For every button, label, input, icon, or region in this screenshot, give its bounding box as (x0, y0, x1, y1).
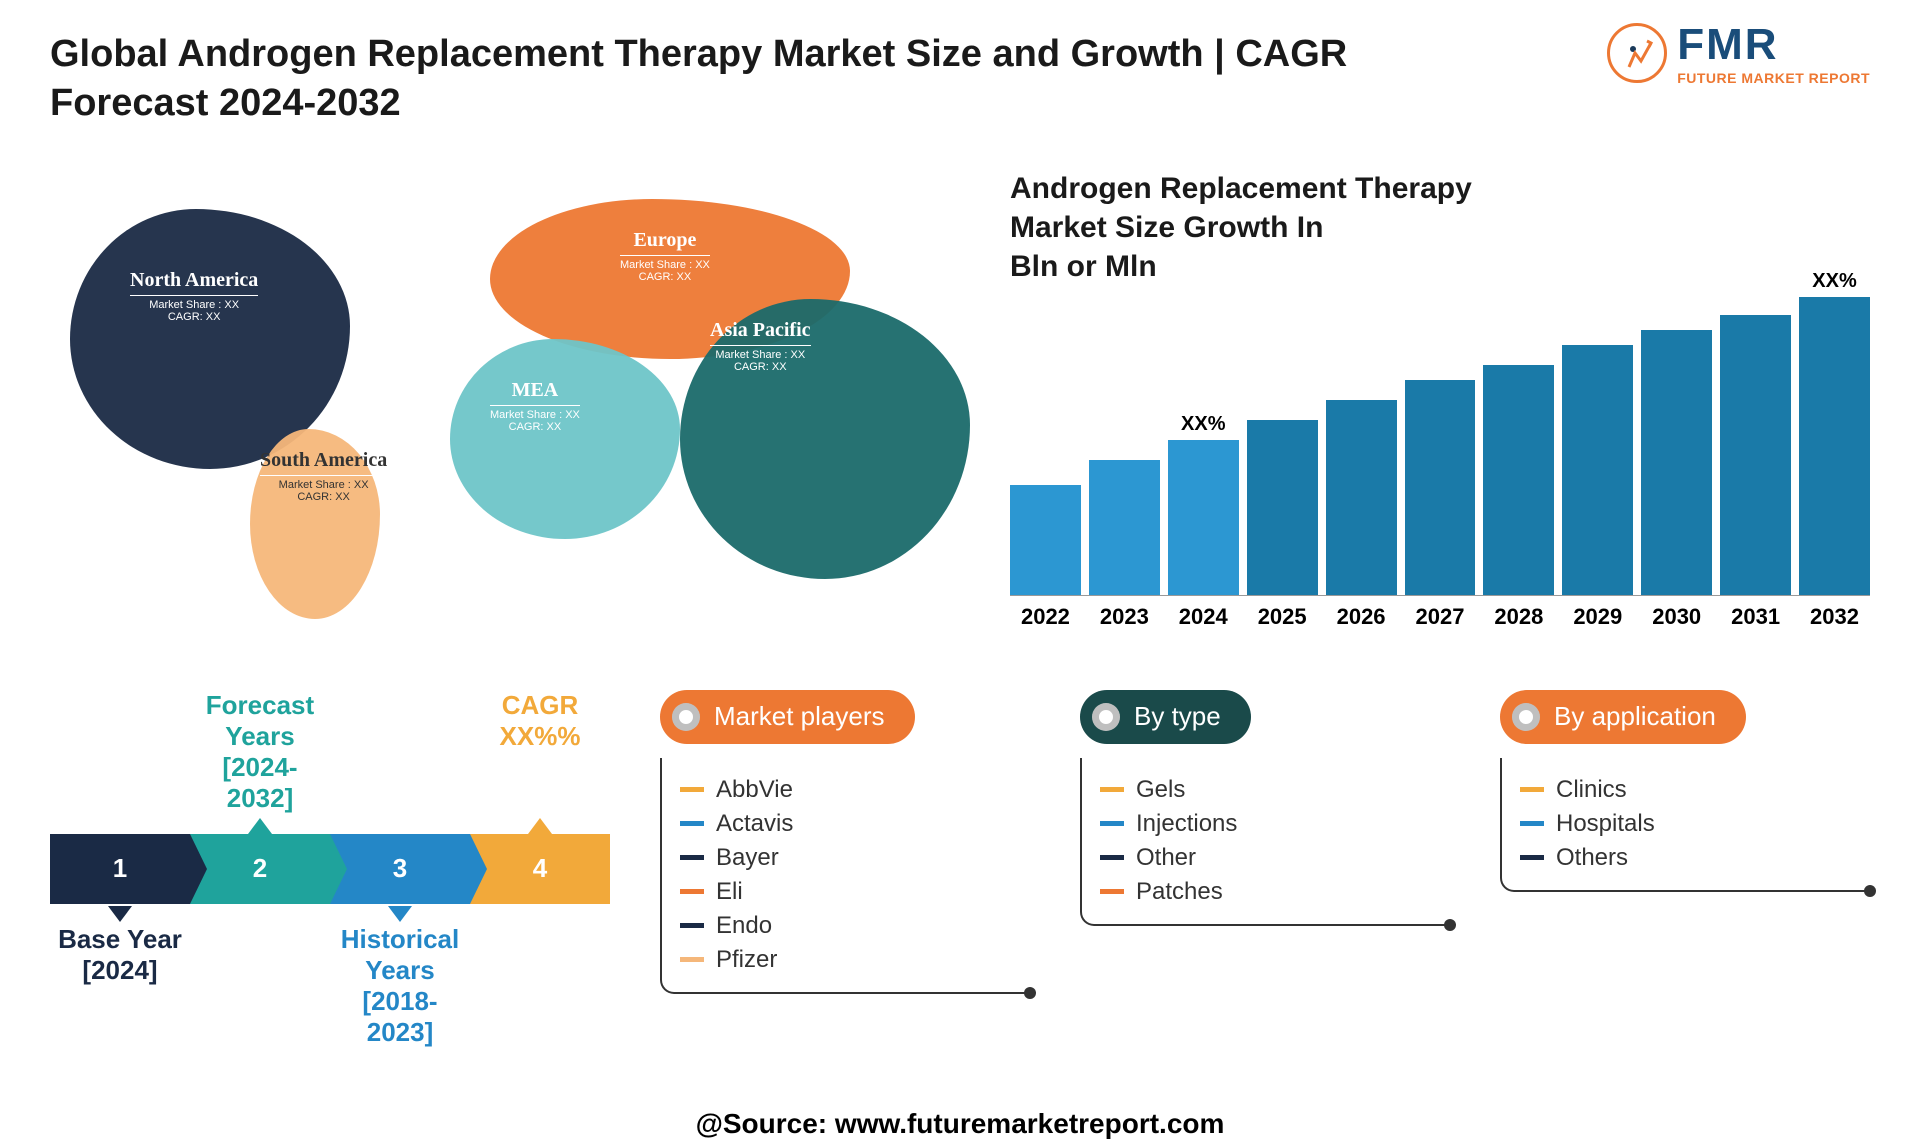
triangle-down-icon (108, 906, 132, 922)
x-label: 2030 (1641, 604, 1712, 630)
x-label: 2027 (1405, 604, 1476, 630)
logo: FMR FUTURE MARKET REPORT (1607, 20, 1870, 86)
list-market-players: Market players AbbVie Actavis Bayer Eli Endo P… (660, 690, 1030, 1048)
list-item: Bayer (680, 844, 1016, 872)
timeline-historical-label: Historical Years [2018-2023] (330, 924, 470, 1048)
x-label: 2029 (1562, 604, 1633, 630)
x-label: 2031 (1720, 604, 1791, 630)
timeline-forecast-label: Forecast Years [2024-2032] (190, 690, 330, 814)
triangle-up-icon (248, 818, 272, 834)
source-text: @Source: www.futuremarketreport.com (50, 1108, 1870, 1140)
list-item: AbbVie (680, 776, 1016, 804)
x-label: 2024 (1168, 604, 1239, 630)
logo-main-text: FMR (1677, 20, 1870, 70)
x-label: 2023 (1089, 604, 1160, 630)
bar-2031 (1720, 315, 1791, 595)
x-label: 2028 (1483, 604, 1554, 630)
list-item: Others (1520, 844, 1856, 872)
bar-2024: XX% (1168, 413, 1239, 595)
list-item: Pfizer (680, 946, 1016, 974)
bar-2030 (1641, 330, 1712, 595)
chart-title-l2: Market Size Growth In (1010, 208, 1870, 247)
list-item: Hospitals (1520, 810, 1856, 838)
list-item: Other (1100, 844, 1436, 872)
list-item: Patches (1100, 878, 1436, 906)
bar-2029 (1562, 345, 1633, 595)
bar-2028 (1483, 365, 1554, 595)
bar-2025 (1247, 420, 1318, 595)
category-pill: Market players (660, 690, 915, 744)
region-south-america: South AmericaMarket Share : XXCAGR: XX (250, 429, 380, 619)
x-label: 2032 (1799, 604, 1870, 630)
list-item: Gels (1100, 776, 1436, 804)
bar-2022 (1010, 485, 1081, 595)
triangle-down-icon (388, 906, 412, 922)
list-item: Injections (1100, 810, 1436, 838)
timeline-segment-2: 2 (190, 834, 330, 904)
logo-sub-text: FUTURE MARKET REPORT (1677, 70, 1870, 86)
x-label: 2025 (1247, 604, 1318, 630)
timeline-segment-1: 1 (50, 834, 190, 904)
category-pill: By type (1080, 690, 1251, 744)
chart-title-l3: Bln or Mln (1010, 247, 1870, 286)
logo-icon (1607, 23, 1667, 83)
timeline-cagr-label: CAGR XX%% (470, 690, 610, 814)
list-item: Actavis (680, 810, 1016, 838)
chart-title-l1: Androgen Replacement Therapy (1010, 169, 1870, 208)
bar-2023 (1089, 460, 1160, 595)
bar-2027 (1405, 380, 1476, 595)
list-by-type: By type Gels Injections Other Patches (1080, 690, 1450, 1048)
bar-2032: XX% (1799, 270, 1870, 595)
region-asia-pacific: Asia PacificMarket Share : XXCAGR: XX (680, 299, 970, 579)
timeline-base-label: Base Year [2024] (50, 924, 190, 1048)
bar-2026 (1326, 400, 1397, 595)
list-item: Endo (680, 912, 1016, 940)
category-pill: By application (1500, 690, 1746, 744)
triangle-up-icon (528, 818, 552, 834)
page-title: Global Androgen Replacement Therapy Mark… (50, 30, 1450, 129)
world-map: North AmericaMarket Share : XXCAGR: XXSo… (50, 169, 970, 589)
timeline-segment-3: 3 (330, 834, 470, 904)
list-by-application: By application Clinics Hospitals Others (1500, 690, 1870, 1048)
list-item: Clinics (1520, 776, 1856, 804)
region-mea: MEAMarket Share : XXCAGR: XX (450, 339, 680, 539)
timeline-segment-4: 4 (470, 834, 610, 904)
x-label: 2022 (1010, 604, 1081, 630)
list-item: Eli (680, 878, 1016, 906)
timeline: Forecast Years [2024-2032] CAGR XX%% 123… (50, 690, 610, 1048)
x-label: 2026 (1326, 604, 1397, 630)
bar-chart: Androgen Replacement Therapy Market Size… (1010, 169, 1870, 630)
